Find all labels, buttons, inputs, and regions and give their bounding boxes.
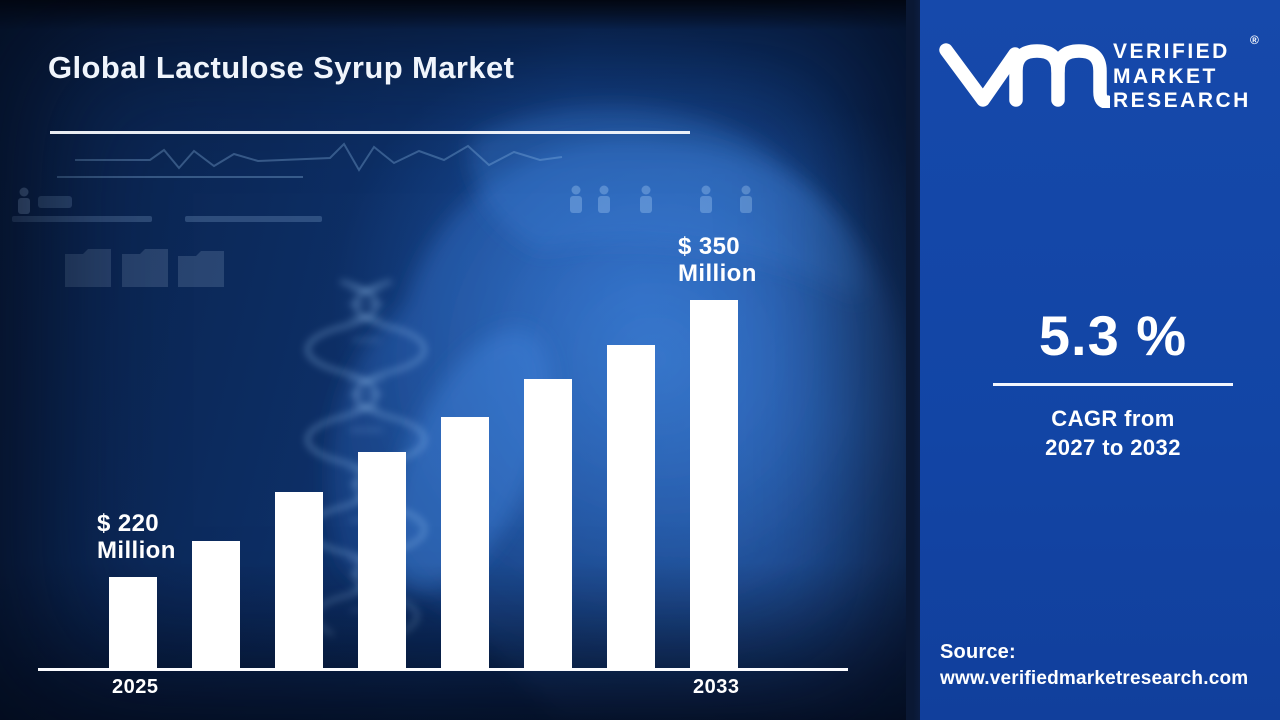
bar [690,300,738,670]
cagr-caption-line: 2027 to 2032 [1045,435,1181,461]
brand-line: VERIFIED [1113,40,1230,63]
cagr-value: 5.3 % [1038,304,1188,367]
bar [358,452,406,670]
bar [524,379,572,670]
panel-divider [906,0,920,720]
bar-value-annotation: $ 350 Million [678,233,757,287]
vmr-monogram-icon [939,43,1110,108]
page-title: Global Lactulose Syrup Market [48,50,515,85]
cagr-block: 5.3 % CAGR from 2027 to 2032 [920,303,1280,462]
registered-trademark-icon: ® [1250,33,1259,47]
source-url[interactable]: www.verifiedmarketresearch.com [940,668,1249,689]
person-figures-icon [18,185,752,214]
x-tick-label: 2033 [693,676,740,698]
bar [275,492,323,670]
cagr-caption: CAGR from 2027 to 2032 [946,404,1280,462]
bar [607,345,655,670]
ecg-line-icon [57,142,563,178]
bar [441,417,489,670]
bar [192,541,240,670]
right-panel: VERIFIED MARKET RESEARCH ® 5.3 % CAGR fr… [920,0,1280,720]
hud-lines [12,216,322,222]
bar [109,577,157,670]
cagr-underline [993,383,1233,386]
source-block: Source: www.verifiedmarketresearch.com [940,641,1248,690]
x-tick-label: 2025 [112,676,159,698]
brand-name: VERIFIED MARKET RESEARCH [1113,40,1251,114]
brand-line: MARKET [1113,64,1218,88]
source-label: Source: [940,641,1016,663]
folder-shapes-icon [65,249,224,287]
brand-line: RESEARCH [1113,89,1251,112]
cagr-caption-line: CAGR from [1051,406,1175,431]
bar-value-annotation: $ 220 Million [97,510,176,564]
title-underline [50,131,690,134]
